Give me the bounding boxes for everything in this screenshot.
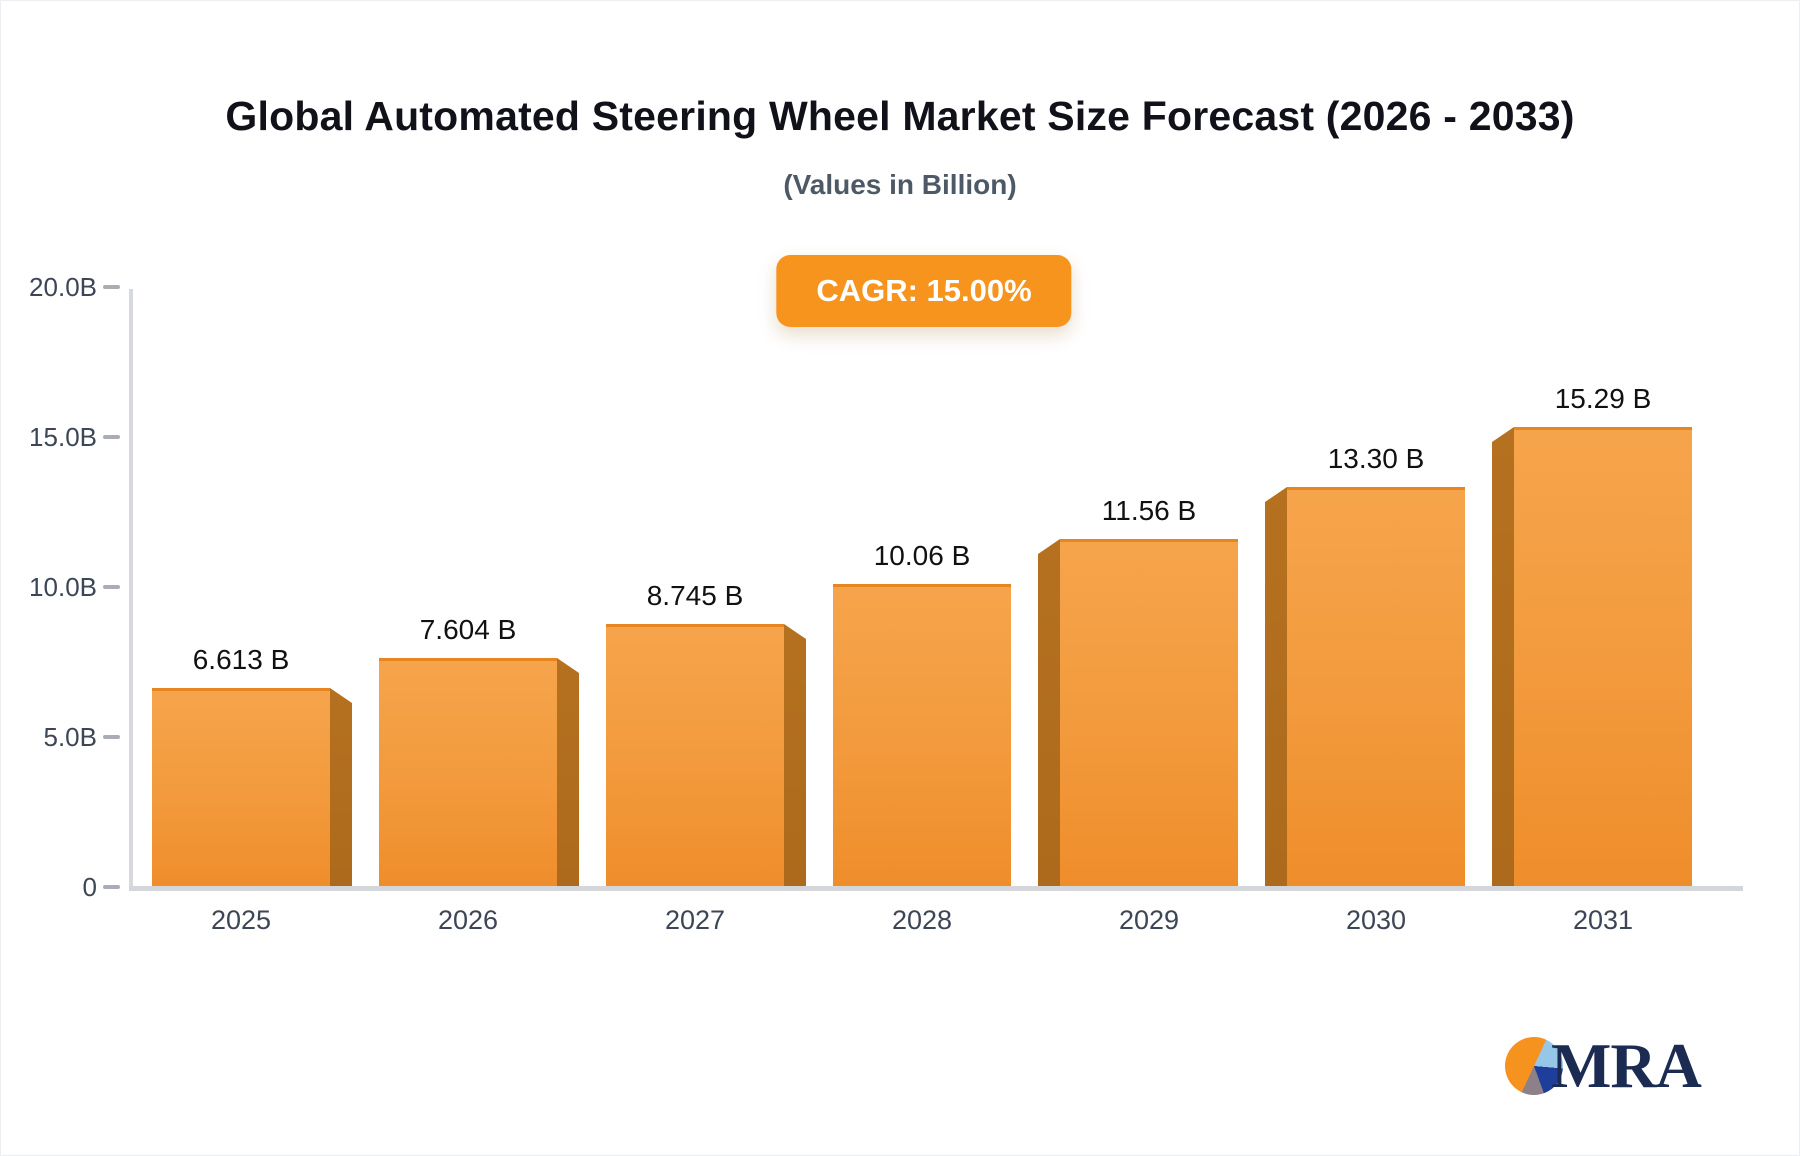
y-axis-tick-label: 5.0B (43, 722, 98, 752)
y-axis-tick-label: 10.0B (29, 572, 97, 602)
x-axis-tick-label: 2026 (437, 905, 499, 935)
bar-value-label: 6.613 B (192, 644, 290, 675)
bar-value-label: 10.06 B (873, 540, 971, 571)
cagr-badge: CAGR: 15.00% (776, 255, 1072, 327)
y-axis-tick-mark (103, 885, 120, 889)
x-axis-tick-label: 2025 (210, 905, 272, 935)
y-axis-line (129, 289, 133, 889)
y-axis-tick-mark (103, 285, 120, 289)
bar-3d-side-face (1265, 487, 1287, 886)
bar-value-label: 7.604 B (419, 614, 517, 645)
x-axis-baseline (129, 886, 1743, 891)
y-axis-tick-mark (103, 435, 120, 439)
chart-subtitle: (Values in Billion) (783, 169, 1017, 200)
logo-text: MRA (1551, 1030, 1702, 1101)
mra-logo: MRA (1505, 1030, 1702, 1101)
bar-2030[interactable] (1287, 487, 1465, 886)
bar-3d-side-face (1492, 427, 1514, 886)
x-axis-tick-label: 2030 (1345, 905, 1407, 935)
bar-2029[interactable] (1060, 539, 1238, 886)
bar-3d-side-face (784, 624, 806, 886)
bar-2027[interactable] (606, 624, 784, 886)
y-axis-tick-label: 20.0B (29, 272, 97, 302)
bar-2031[interactable] (1514, 427, 1692, 886)
x-axis-tick-label: 2027 (664, 905, 726, 935)
bar-3d-side-face (557, 658, 579, 886)
x-axis-tick-label: 2029 (1118, 905, 1180, 935)
bar-2025[interactable] (152, 688, 330, 886)
y-axis-tick-mark (103, 585, 120, 589)
bar-3d-side-face (330, 688, 352, 886)
y-axis-tick-label: 0 (82, 872, 97, 902)
bar-value-label: 15.29 B (1554, 383, 1652, 414)
bar-value-label: 13.30 B (1327, 443, 1425, 474)
x-axis-tick-label: 2028 (891, 905, 953, 935)
bar-3d-side-face (1038, 539, 1060, 886)
bar-value-label: 8.745 B (646, 580, 744, 611)
bar-2028[interactable] (833, 584, 1011, 886)
bar-2026[interactable] (379, 658, 557, 886)
y-axis-tick-label: 15.0B (29, 422, 97, 452)
pie-chart-logo-icon (1505, 1037, 1563, 1095)
x-axis-tick-label: 2031 (1572, 905, 1634, 935)
y-axis-tick-mark (103, 735, 120, 739)
chart-title: Global Automated Steering Wheel Market S… (225, 93, 1575, 139)
bar-value-label: 11.56 B (1101, 495, 1197, 526)
